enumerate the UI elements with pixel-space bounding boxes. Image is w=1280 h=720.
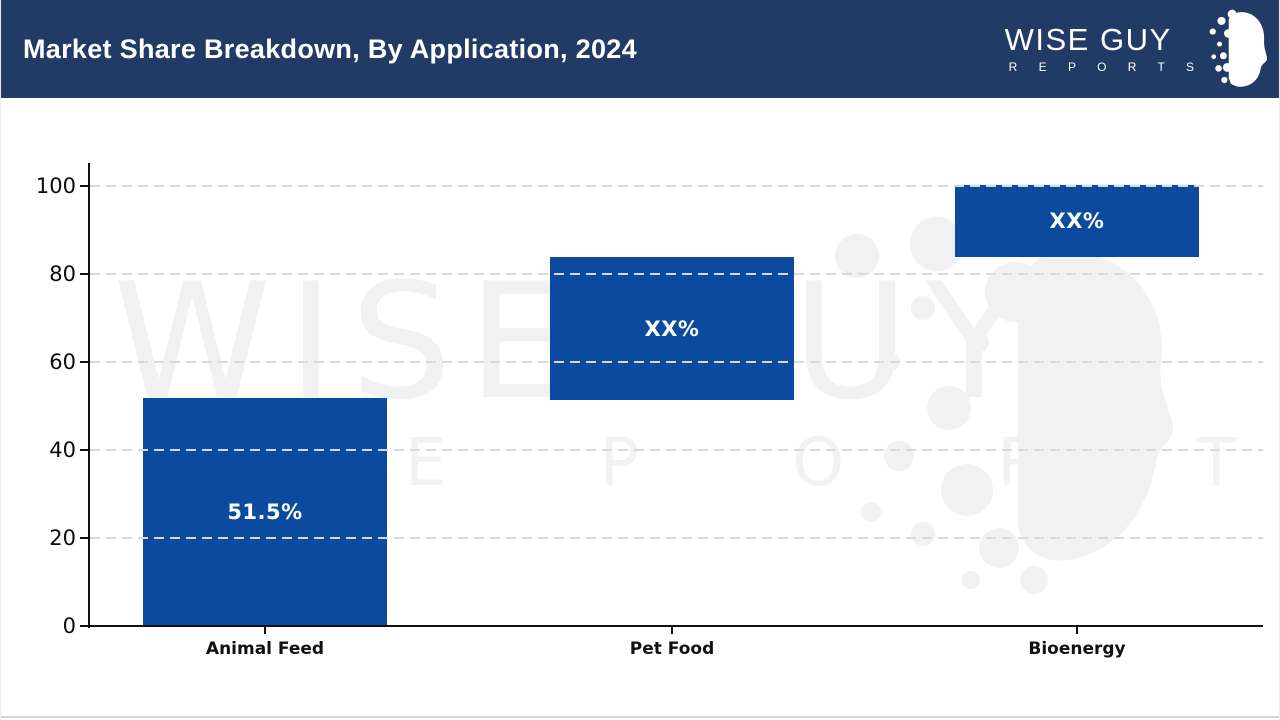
y-axis-line [88,163,90,628]
y-axis-tick [80,625,88,627]
gridline-20 [90,537,1263,539]
y-tick-label-80: 80 [49,262,76,286]
y-tick-label-20: 20 [49,526,76,550]
x-axis-label-animal-feed: Animal Feed [205,639,325,659]
logo-wordmark-line2: R E P O R T S [1008,59,1203,74]
logo-wordmark: WISE GUY R E P O R T S [1005,24,1203,74]
y-tick-label-100: 100 [35,174,76,198]
x-axis-label-pet-food: Pet Food [629,639,715,659]
logo-wordmark-line1: WISE GUY [1004,22,1172,58]
watermark-face-icon [835,217,1174,594]
logo-face-icon [1209,9,1267,87]
y-tick-label-60: 60 [49,350,76,374]
y-axis-tick [80,537,88,539]
y-axis-tick [80,449,88,451]
bar-value-label: XX% [1049,209,1105,234]
gridline-60 [90,361,1263,363]
bar-pet-food: XX% [550,257,794,401]
x-axis-label-bioenergy: Bioenergy [1028,639,1126,659]
page-title: Market Share Breakdown, By Application, … [23,33,637,64]
header-bar: Market Share Breakdown, By Application, … [1,0,1279,98]
y-axis-tick [80,361,88,363]
y-tick-label-40: 40 [49,438,76,462]
x-axis-tick [264,627,266,634]
gridline-40 [90,449,1263,451]
bar-value-label: XX% [644,316,700,341]
wise-guy-reports-logo: WISE GUY R E P O R T S [1005,6,1267,92]
bar-bioenergy: XX% [955,185,1199,258]
gridline-100 [90,185,1263,187]
bar-value-label: 51.5% [227,499,303,524]
x-axis-tick [671,627,673,634]
gridline-80 [90,273,1263,275]
x-axis-tick [1076,627,1078,634]
y-tick-label-0: 0 [62,614,76,638]
x-axis-line [88,625,1263,627]
bottom-divider [1,716,1279,718]
y-axis-tick [80,185,88,187]
y-axis-tick [80,273,88,275]
bar-animal-feed: 51.5% [143,398,387,625]
